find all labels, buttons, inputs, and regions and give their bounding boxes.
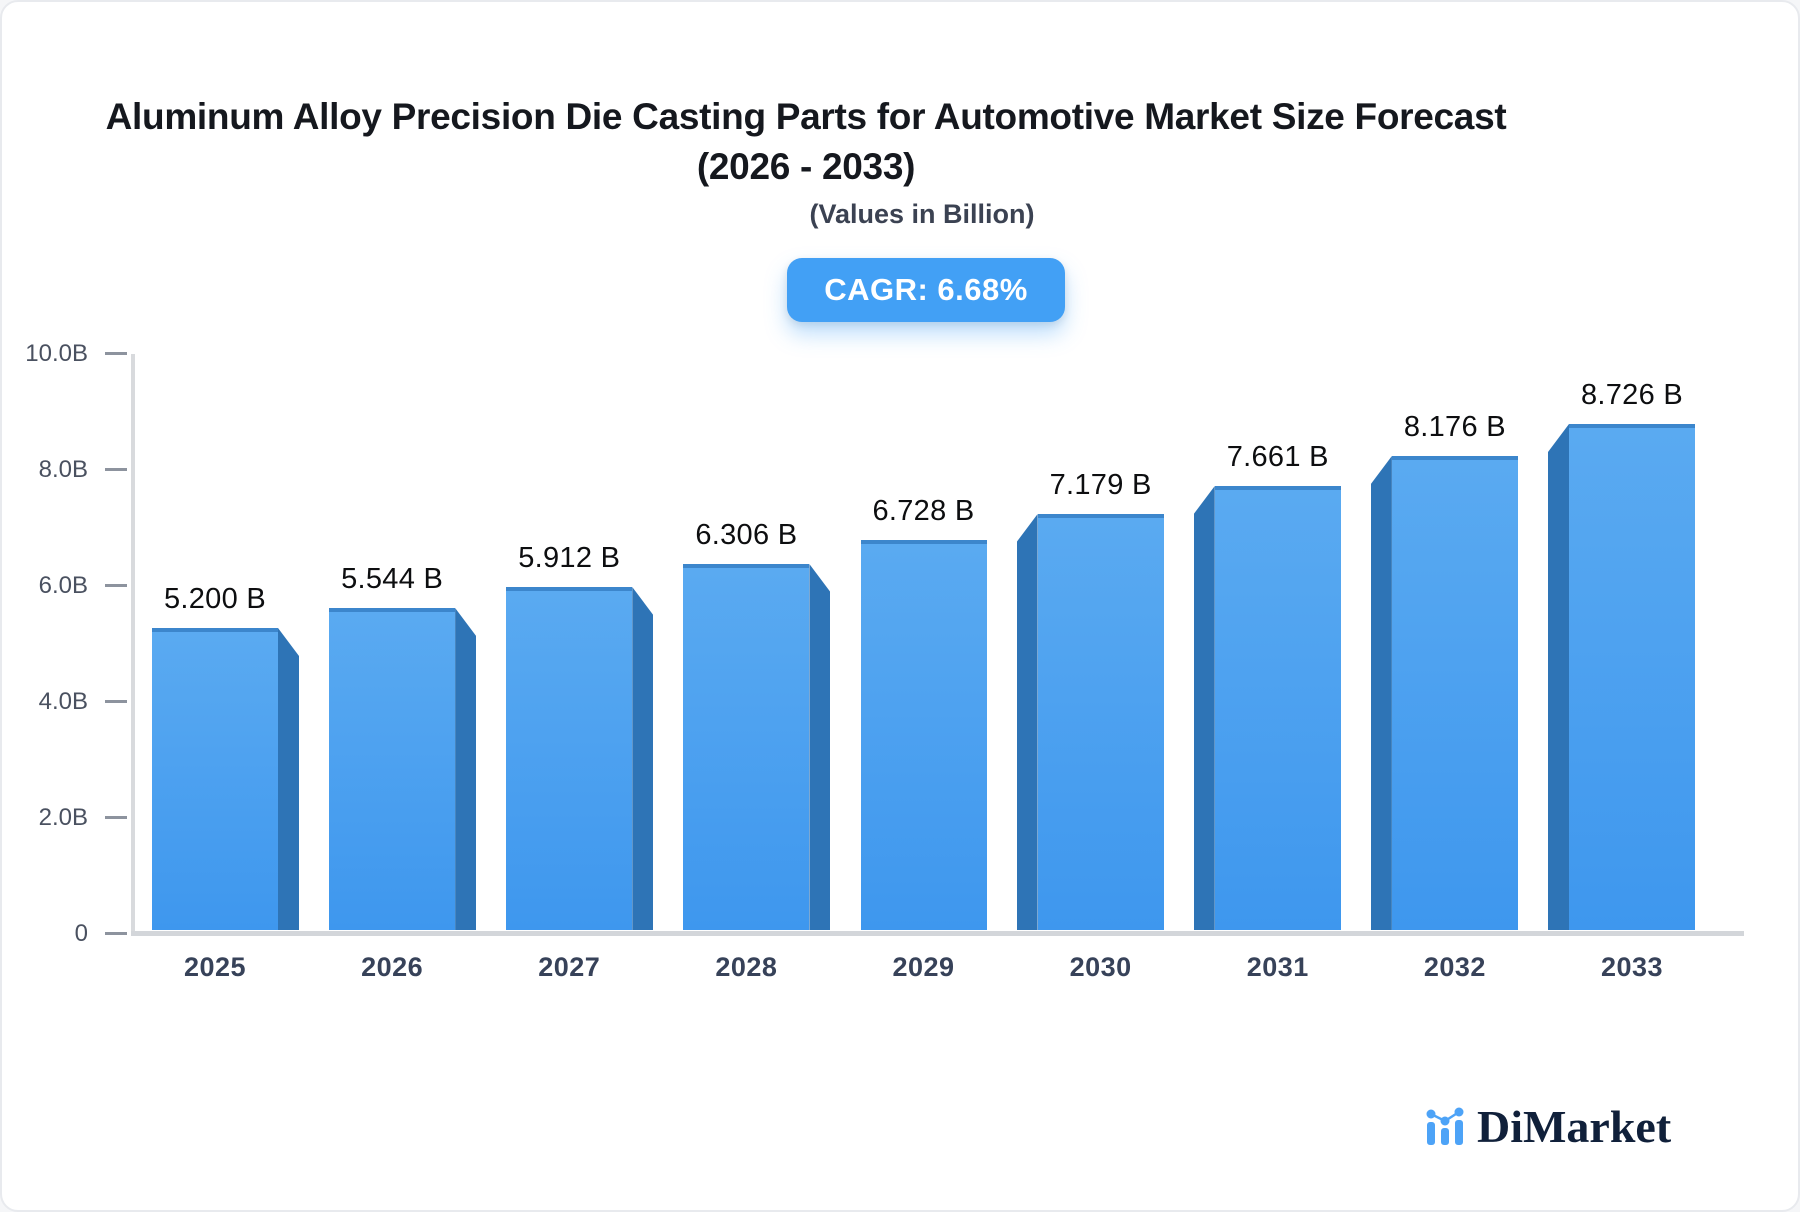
bar-side-3d (1193, 486, 1215, 930)
bar-side-3d (632, 587, 654, 930)
bar-side-3d (1016, 514, 1038, 930)
bar-face (329, 608, 456, 930)
x-axis-label: 2027 (538, 952, 601, 982)
bar-2029[interactable] (860, 540, 987, 930)
y-axis-tick (105, 468, 127, 471)
bar-2025[interactable] (152, 628, 299, 930)
brand-name: DiMarket (1477, 1101, 1672, 1152)
bar-face (506, 587, 633, 930)
bar-value-label: 6.306 B (695, 519, 798, 551)
y-axis-tick-label: 0 (74, 920, 88, 947)
bar-value-label: 6.728 B (872, 495, 975, 527)
y-axis-tick (105, 700, 127, 703)
bar-2027[interactable] (506, 587, 654, 930)
bar-face (1037, 514, 1164, 930)
y-axis-tick (105, 816, 127, 819)
bar-face (1569, 424, 1695, 930)
brand-logo[interactable]: DiMarket (1425, 1100, 1671, 1153)
bar-value-label: 7.661 B (1226, 441, 1329, 473)
y-axis-tick-label: 4.0B (38, 688, 88, 715)
bar-face (1391, 456, 1518, 930)
bar-2033[interactable] (1548, 424, 1695, 930)
bar-2028[interactable] (683, 564, 831, 930)
cagr-badge: CAGR: 6.68% (787, 258, 1065, 322)
bar-value-label: 5.200 B (163, 583, 267, 615)
bar-value-label: 8.726 B (1580, 379, 1684, 411)
chart-title-line2: (2026 - 2033) (696, 146, 916, 187)
y-axis-tick-label: 6.0B (38, 572, 88, 599)
y-axis-tick (105, 352, 127, 355)
x-axis-label: 2029 (892, 952, 955, 982)
y-axis-tick (105, 584, 127, 587)
x-axis-label: 2031 (1246, 952, 1309, 982)
bar-side-3d (278, 628, 299, 930)
chart-subtitle: (Values in Billion) (809, 199, 1035, 229)
y-axis-line (131, 354, 135, 934)
x-axis-label: 2025 (183, 952, 247, 982)
bar-face (1214, 486, 1341, 930)
y-axis-tick-label: 10.0B (25, 340, 88, 367)
bar-value-label: 8.176 B (1403, 411, 1506, 443)
bar-side-3d (1548, 424, 1569, 930)
bar-side-3d (1370, 456, 1392, 930)
x-axis-label: 2033 (1600, 952, 1664, 982)
y-axis-tick-label: 2.0B (38, 804, 88, 831)
bar-value-label: 5.544 B (341, 563, 444, 595)
bar-2026[interactable] (329, 608, 477, 930)
bar-face (683, 564, 810, 930)
y-axis-tick-label: 8.0B (38, 456, 88, 483)
x-axis-label: 2026 (361, 952, 424, 982)
bar-face (860, 540, 987, 930)
bar-2030[interactable] (1016, 514, 1164, 930)
x-axis-label: 2030 (1069, 952, 1132, 982)
bar-2031[interactable] (1193, 486, 1341, 930)
bar-value-label: 7.179 B (1049, 469, 1152, 501)
brand-chart-icon (1426, 1107, 1464, 1145)
x-axis-baseline (131, 931, 1744, 936)
x-axis-label: 2028 (715, 952, 778, 982)
x-axis-label: 2032 (1423, 952, 1486, 982)
bar-face (152, 628, 278, 930)
y-axis-tick (105, 932, 127, 935)
bar-side-3d (809, 564, 831, 930)
bar-value-label: 5.912 B (518, 542, 621, 574)
cagr-badge-label: CAGR: 6.68% (824, 272, 1028, 307)
bar-2032[interactable] (1370, 456, 1518, 930)
bar-side-3d (455, 608, 477, 930)
chart-title-line1: Aluminum Alloy Precision Die Casting Par… (105, 96, 1507, 137)
